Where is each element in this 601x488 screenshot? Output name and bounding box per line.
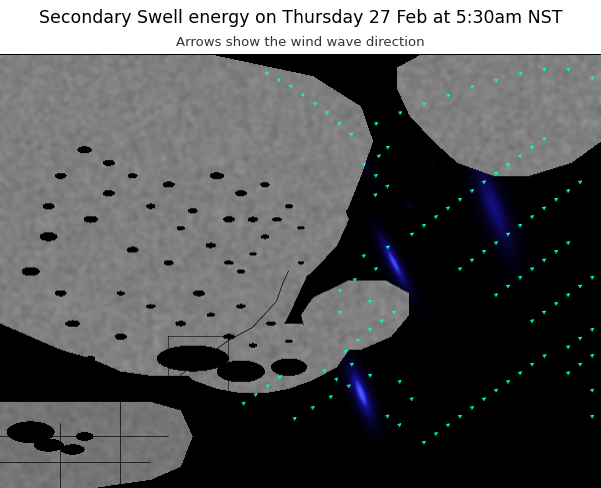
Text: Secondary Swell energy on Thursday 27 Feb at 5:30am NST: Secondary Swell energy on Thursday 27 Fe…: [38, 9, 563, 26]
Text: Arrows show the wind wave direction: Arrows show the wind wave direction: [176, 37, 425, 49]
